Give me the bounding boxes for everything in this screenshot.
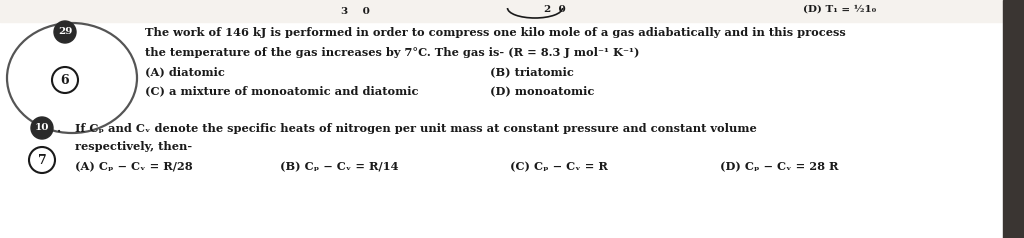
Text: If Cₚ and Cᵥ denote the specific heats of nitrogen per unit mass at constant pre: If Cₚ and Cᵥ denote the specific heats o… (75, 123, 757, 134)
Text: .: . (57, 122, 61, 134)
Text: (D) monoatomic: (D) monoatomic (490, 85, 594, 96)
Text: (B) triatomic: (B) triatomic (490, 66, 573, 78)
Text: the temperature of the gas increases by 7°C. The gas is- (R = 8.3 J mol⁻¹ K⁻¹): the temperature of the gas increases by … (145, 46, 640, 58)
Text: 6: 6 (60, 74, 70, 86)
Text: 29: 29 (57, 28, 72, 36)
Text: (C) a mixture of monoatomic and diatomic: (C) a mixture of monoatomic and diatomic (145, 85, 419, 96)
Text: (A) Cₚ − Cᵥ = R/28: (A) Cₚ − Cᵥ = R/28 (75, 162, 193, 173)
Text: respectively, then-: respectively, then- (75, 142, 193, 153)
Text: (A) diatomic: (A) diatomic (145, 66, 225, 78)
Text: The work of 146 kJ is performed in order to compress one kilo mole of a gas adia: The work of 146 kJ is performed in order… (145, 28, 846, 39)
Text: 3    0: 3 0 (341, 6, 370, 15)
Circle shape (54, 21, 76, 43)
Bar (1002, 0, 1024, 238)
Text: 2  0: 2 0 (544, 5, 566, 14)
Text: 7: 7 (38, 154, 46, 167)
Text: (B) Cₚ − Cᵥ = R/14: (B) Cₚ − Cᵥ = R/14 (280, 162, 398, 173)
Text: 10: 10 (35, 124, 49, 133)
Text: (D) T₁ = ½1₀: (D) T₁ = ½1₀ (804, 5, 877, 14)
Text: (C) Cₚ − Cᵥ = R: (C) Cₚ − Cᵥ = R (510, 162, 608, 173)
Bar (0, 0, 1002, 22)
Text: (D) Cₚ − Cᵥ = 28 R: (D) Cₚ − Cᵥ = 28 R (720, 162, 839, 173)
Circle shape (31, 117, 53, 139)
